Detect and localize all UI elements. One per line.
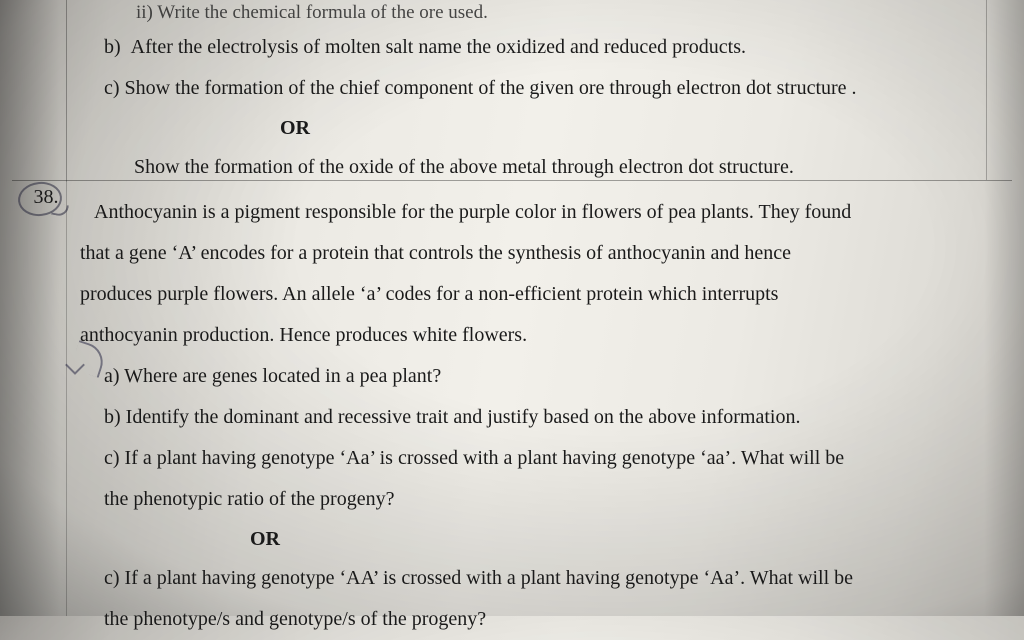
q38-intro-l1: Anthocyanin is a pigment responsible for… <box>80 192 1002 233</box>
q37-alt: Show the formation of the oxide of the a… <box>80 147 1002 188</box>
q38-or: OR <box>80 520 1002 558</box>
q37-b: b) After the electrolysis of molten salt… <box>80 27 1002 68</box>
q38-c-l1: c) If a plant having genotype ‘Aa’ is cr… <box>80 438 1002 479</box>
q38-a: a) Where are genes located in a pea plan… <box>80 356 1002 397</box>
q38-c2-l2: the phenotype/s and genotype/s of the pr… <box>80 599 1002 640</box>
q37-c: c) Show the formation of the chief compo… <box>80 68 1002 109</box>
page-content: ii) Write the chemical formula of the or… <box>0 0 1024 616</box>
q38-c2-l1: c) If a plant having genotype ‘AA’ is cr… <box>80 558 1002 599</box>
q38-b: b) Identify the dominant and recessive t… <box>80 397 1002 438</box>
q38-intro-l4: anthocyanin production. Hence produces w… <box>80 315 1002 356</box>
q38-intro-l2: that a gene ‘A’ encodes for a protein th… <box>80 233 1002 274</box>
q38-intro-l3: produces purple flowers. An allele ‘a’ c… <box>80 274 1002 315</box>
q38-c-l2: the phenotypic ratio of the progeny? <box>80 479 1002 520</box>
q37-ii-fragment: ii) Write the chemical formula of the or… <box>80 0 1002 27</box>
q37-or: OR <box>80 109 1002 147</box>
